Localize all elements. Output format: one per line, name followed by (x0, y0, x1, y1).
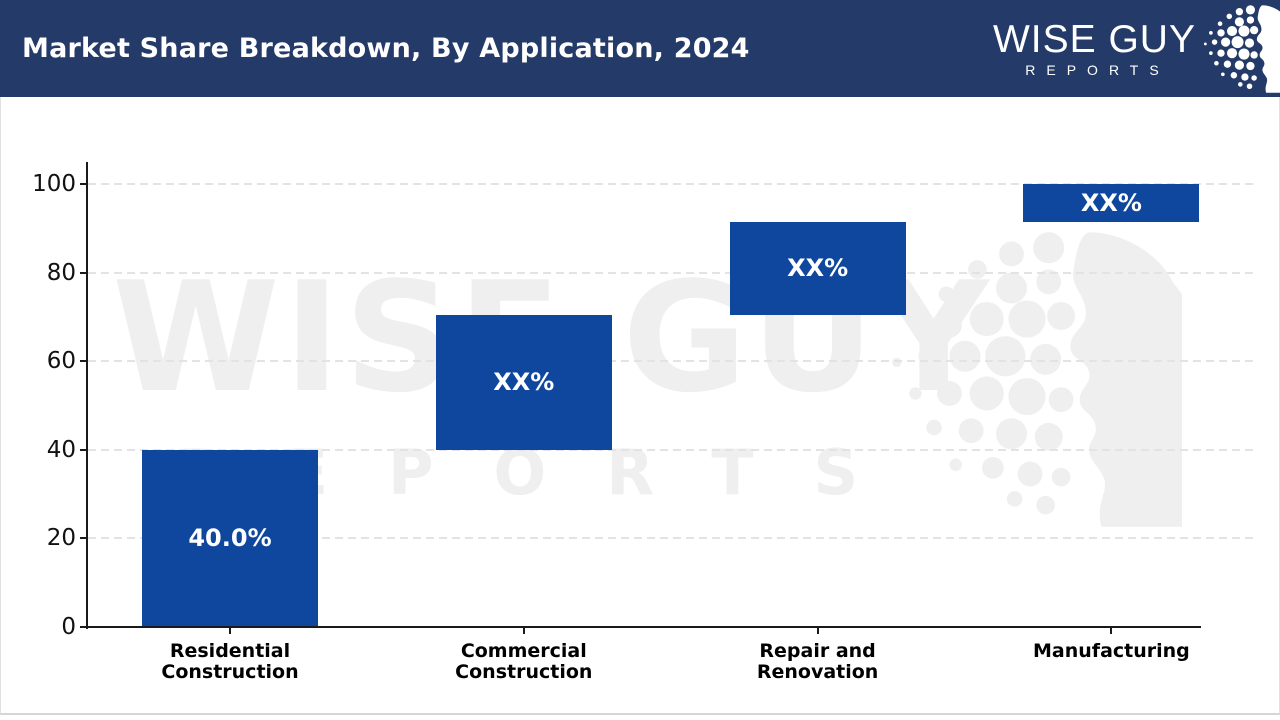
x-category-label-commercial-construction: Commercial Construction (455, 640, 593, 683)
y-tick-0 (80, 626, 88, 628)
gridline-80 (88, 271, 1258, 274)
x-category-label-manufacturing: Manufacturing (1033, 640, 1190, 662)
y-axis-line (86, 162, 88, 629)
y-tick-label-20: 20 (46, 525, 76, 552)
y-tick-label-60: 60 (46, 348, 76, 375)
x-axis-line (86, 626, 1201, 628)
header-bar: Market Share Breakdown, By Application, … (0, 0, 1280, 97)
bar-commercial-construction: XX% (435, 314, 612, 450)
gridline-40 (88, 448, 1258, 451)
x-tick-commercial-construction (522, 627, 525, 634)
bar-repair-and-renovation: XX% (729, 221, 906, 315)
y-tick-label-100: 100 (32, 171, 76, 198)
y-tick-80 (80, 271, 88, 274)
y-tick-label-80: 80 (46, 259, 76, 286)
logo-wordmark: WISE GUY (992, 17, 1196, 61)
bar-value-label-commercial-construction: XX% (493, 368, 555, 397)
y-tick-label-40: 40 (46, 436, 76, 463)
chart-title: Market Share Breakdown, By Application, … (22, 33, 750, 64)
y-tick-100 (80, 183, 88, 186)
bar-value-label-residential-construction: 40.0% (188, 524, 272, 553)
logo-subtitle: REPORTS (1025, 61, 1170, 78)
y-tick-20 (80, 537, 88, 540)
bar-value-label-manufacturing: XX% (1080, 188, 1142, 217)
gridline-20 (88, 537, 1258, 540)
x-category-label-residential-construction: Residential Construction (161, 640, 299, 683)
bar-manufacturing: XX% (1023, 184, 1200, 222)
x-tick-residential-construction (229, 627, 231, 634)
bar-residential-construction: 40.0% (142, 449, 318, 627)
gridline-100 (88, 183, 1258, 186)
logo-text: WISE GUY REPORTS (992, 17, 1196, 78)
watermark-face-dots-icon (872, 232, 1182, 527)
wiseguy-logo: WISE GUY REPORTS (993, 0, 1280, 97)
bar-value-label-repair-and-renovation: XX% (787, 254, 849, 283)
x-category-label-repair-and-renovation: Repair and Renovation (756, 640, 879, 683)
x-tick-repair-and-renovation (816, 627, 819, 634)
y-tick-label-0: 0 (61, 614, 76, 640)
face-dots-icon (1198, 3, 1280, 95)
y-tick-60 (80, 360, 88, 363)
y-tick-40 (80, 448, 88, 451)
x-tick-manufacturing (1110, 627, 1113, 634)
gridline-60 (88, 360, 1258, 363)
